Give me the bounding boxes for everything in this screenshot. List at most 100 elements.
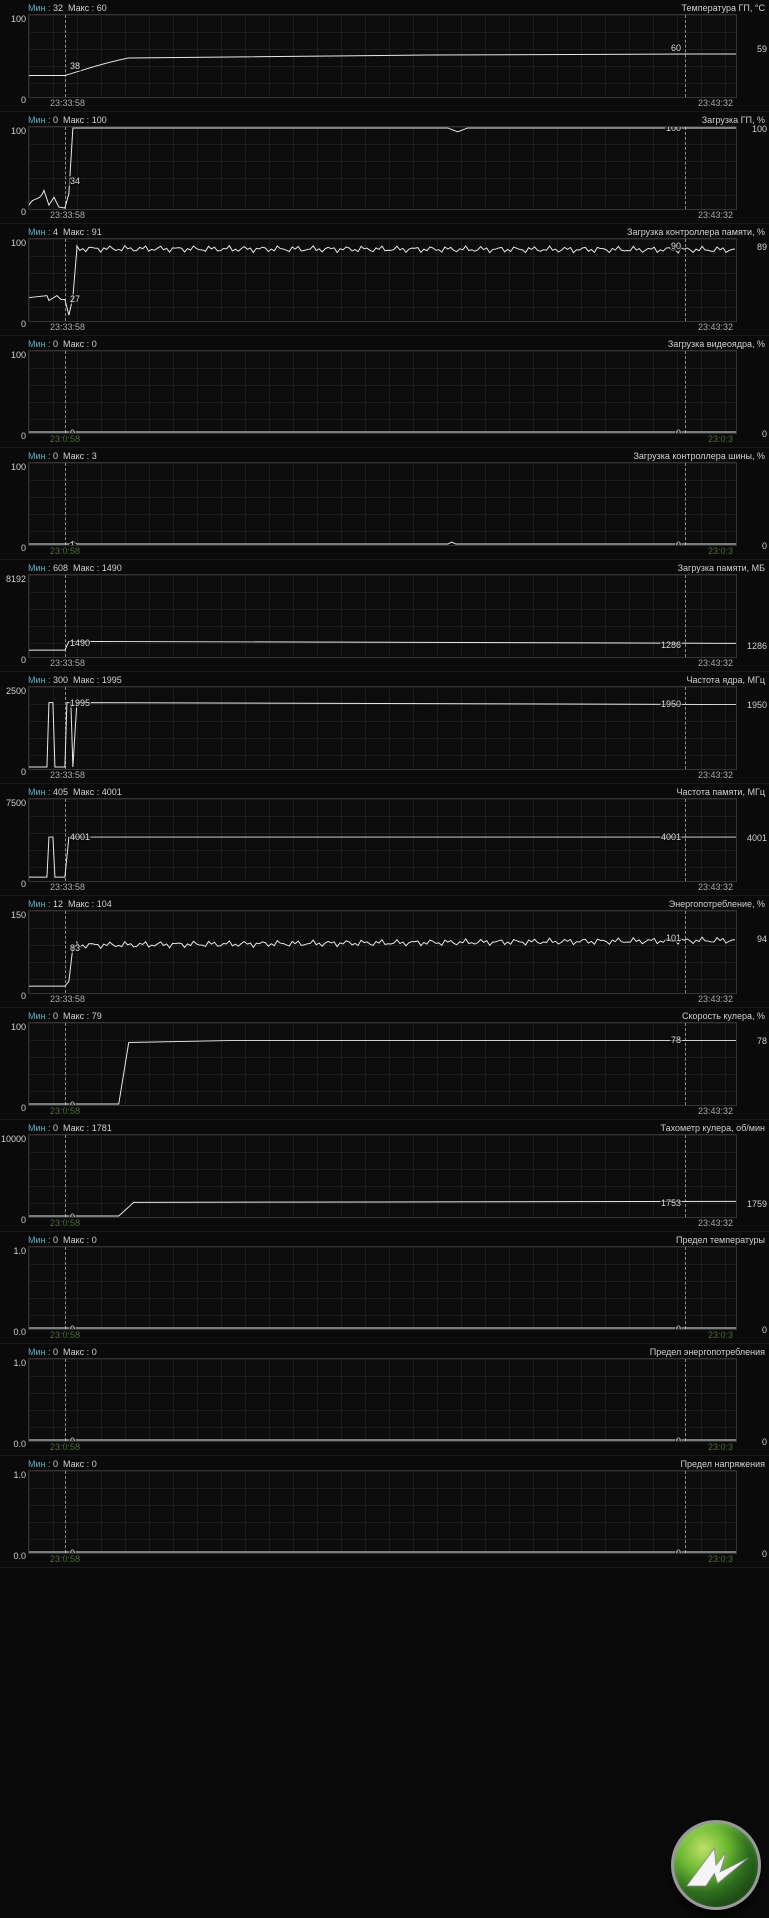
chart-area[interactable]: 83101 — [28, 910, 737, 994]
chart-area[interactable]: 19951950 — [28, 686, 737, 770]
series-start-label: 34 — [69, 176, 81, 186]
min-label: Мин : — [28, 339, 53, 349]
panel-header: Мин : 0 Макс : 0Предел напряжения — [0, 1456, 769, 1470]
max-label: Макс : — [63, 1011, 92, 1021]
panel-title: Загрузка контроллера памяти, % — [627, 227, 765, 237]
max-value: 104 — [97, 899, 112, 909]
chart-area[interactable]: 34 100 — [28, 126, 737, 210]
chart-panel[interactable]: Мин : 0 Макс : 0Загрузка видеоядра, %100… — [0, 336, 769, 448]
series-start-label: 27 — [69, 294, 81, 304]
y-axis-min: 0 — [0, 319, 26, 329]
series-end-label: 1950 — [660, 699, 682, 709]
max-label: Макс : — [63, 1123, 92, 1133]
chart-panel[interactable]: Мин : 608 Макс : 1490Загрузка памяти, МБ… — [0, 560, 769, 672]
max-value: 0 — [92, 339, 97, 349]
min-value: 0 — [53, 115, 58, 125]
chart-panel[interactable]: Мин : 0 Макс : 79Скорость кулера, %10007… — [0, 1008, 769, 1120]
current-value: 100 — [752, 124, 767, 134]
panel-header: Мин : 0 Макс : 0Загрузка видеоядра, % — [0, 336, 769, 350]
series-end-label: 1286 — [660, 640, 682, 650]
max-value: 0 — [92, 1459, 97, 1469]
max-label: Макс : — [63, 451, 92, 461]
min-value: 0 — [53, 451, 58, 461]
time-axis: 23:0:5823:0:3 — [0, 434, 769, 448]
current-value: 1286 — [747, 641, 767, 651]
time-end: 23:43:32 — [698, 1218, 733, 1232]
series-end-label: 0 — [675, 428, 682, 434]
chart-area[interactable]: 40014001 — [28, 798, 737, 882]
time-start: 23:0:58 — [50, 1554, 80, 1568]
time-start: 23:33:58 — [50, 658, 85, 672]
chart-panel[interactable]: Мин : 0 Макс : 0Предел температуры1.00.0… — [0, 1232, 769, 1344]
min-label: Мин : — [28, 1459, 53, 1469]
chart-area[interactable]: 00 — [28, 1358, 737, 1442]
max-value: 0 — [92, 1235, 97, 1245]
min-value: 32 — [53, 3, 63, 13]
current-value: 0 — [762, 541, 767, 551]
chart-area[interactable]: 27 90 — [28, 238, 737, 322]
chart-panel[interactable]: Мин : 300 Макс : 1995Частота ядра, МГц25… — [0, 672, 769, 784]
time-axis: 23:0:5823:0:3 — [0, 546, 769, 560]
panel-header: Мин : 608 Макс : 1490Загрузка памяти, МБ — [0, 560, 769, 574]
time-start: 23:0:58 — [50, 434, 80, 448]
max-value: 79 — [92, 1011, 102, 1021]
chart-panel[interactable]: Мин : 0 Макс : 0Предел энергопотребления… — [0, 1344, 769, 1456]
time-end: 23:43:32 — [698, 98, 733, 112]
time-end: 23:0:3 — [708, 546, 733, 560]
chart-panel[interactable]: Мин : 12 Макс : 104Энергопотребление, %1… — [0, 896, 769, 1008]
chart-panel[interactable]: Мин : 405 Макс : 4001Частота памяти, МГц… — [0, 784, 769, 896]
chart-area[interactable]: 01753 — [28, 1134, 737, 1218]
chart-area[interactable]: 00 — [28, 1470, 737, 1554]
chart-line — [29, 1471, 736, 1553]
chart-area[interactable]: 00 — [28, 350, 737, 434]
max-label: Макс : — [63, 339, 92, 349]
max-value: 1781 — [92, 1123, 112, 1133]
current-value: 0 — [762, 1437, 767, 1447]
minmax-label: Мин : 0 Макс : 79 — [28, 1011, 102, 1021]
y-axis-min: 0 — [0, 655, 26, 665]
current-value: 4001 — [747, 833, 767, 843]
min-label: Мин : — [28, 563, 53, 573]
time-end: 23:43:32 — [698, 658, 733, 672]
min-value: 300 — [53, 675, 68, 685]
panel-header: Мин : 12 Макс : 104Энергопотребление, % — [0, 896, 769, 910]
y-axis-max: 1.0 — [0, 1246, 26, 1256]
chart-area[interactable]: 3860 — [28, 14, 737, 98]
chart-line — [29, 575, 736, 657]
min-label: Мин : — [28, 1235, 53, 1245]
min-label: Мин : — [28, 787, 53, 797]
max-value: 1995 — [102, 675, 122, 685]
chart-panel[interactable]: Мин : 0 Макс : 1781Тахометр кулера, об/м… — [0, 1120, 769, 1232]
minmax-label: Мин : 0 Макс : 0 — [28, 1235, 97, 1245]
chart-panel[interactable]: Мин : 0 Макс : 3Загрузка контроллера шин… — [0, 448, 769, 560]
chart-area[interactable]: 14901286 — [28, 574, 737, 658]
y-axis-max: 7500 — [0, 798, 26, 808]
series-end-label: 101 — [665, 933, 682, 943]
chart-line — [29, 351, 736, 433]
chart-panel[interactable]: Мин : 0 Макс : 100Загрузка ГП, %10001003… — [0, 112, 769, 224]
panel-title: Загрузка контроллера шины, % — [633, 451, 765, 461]
minmax-label: Мин : 0 Макс : 0 — [28, 1347, 97, 1357]
series-end-label: 0 — [675, 1548, 682, 1554]
chart-area[interactable]: 00 — [28, 1246, 737, 1330]
series-start-label: 0 — [69, 1212, 76, 1218]
y-axis-max: 10000 — [0, 1134, 26, 1144]
panel-title: Предел температуры — [676, 1235, 765, 1245]
chart-panel[interactable]: Мин : 32 Макс : 60Температура ГП, °C1000… — [0, 0, 769, 112]
y-axis-max: 100 — [0, 350, 26, 360]
chart-panel[interactable]: Мин : 0 Макс : 0Предел напряжения1.00.00… — [0, 1456, 769, 1568]
series-end-label: 100 — [665, 126, 682, 133]
chart-line — [29, 463, 736, 545]
current-value: 1759 — [747, 1199, 767, 1209]
panel-header: Мин : 0 Макс : 1781Тахометр кулера, об/м… — [0, 1120, 769, 1134]
panel-title: Частота ядра, МГц — [686, 675, 765, 685]
min-label: Мин : — [28, 675, 53, 685]
max-label: Макс : — [63, 1347, 92, 1357]
series-end-label: 90 — [670, 241, 682, 251]
chart-area[interactable]: 10 — [28, 462, 737, 546]
series-end-label: 0 — [675, 1436, 682, 1442]
chart-line — [29, 15, 736, 97]
chart-area[interactable]: 078 — [28, 1022, 737, 1106]
min-value: 0 — [53, 1011, 58, 1021]
chart-panel[interactable]: Мин : 4 Макс : 91Загрузка контроллера па… — [0, 224, 769, 336]
